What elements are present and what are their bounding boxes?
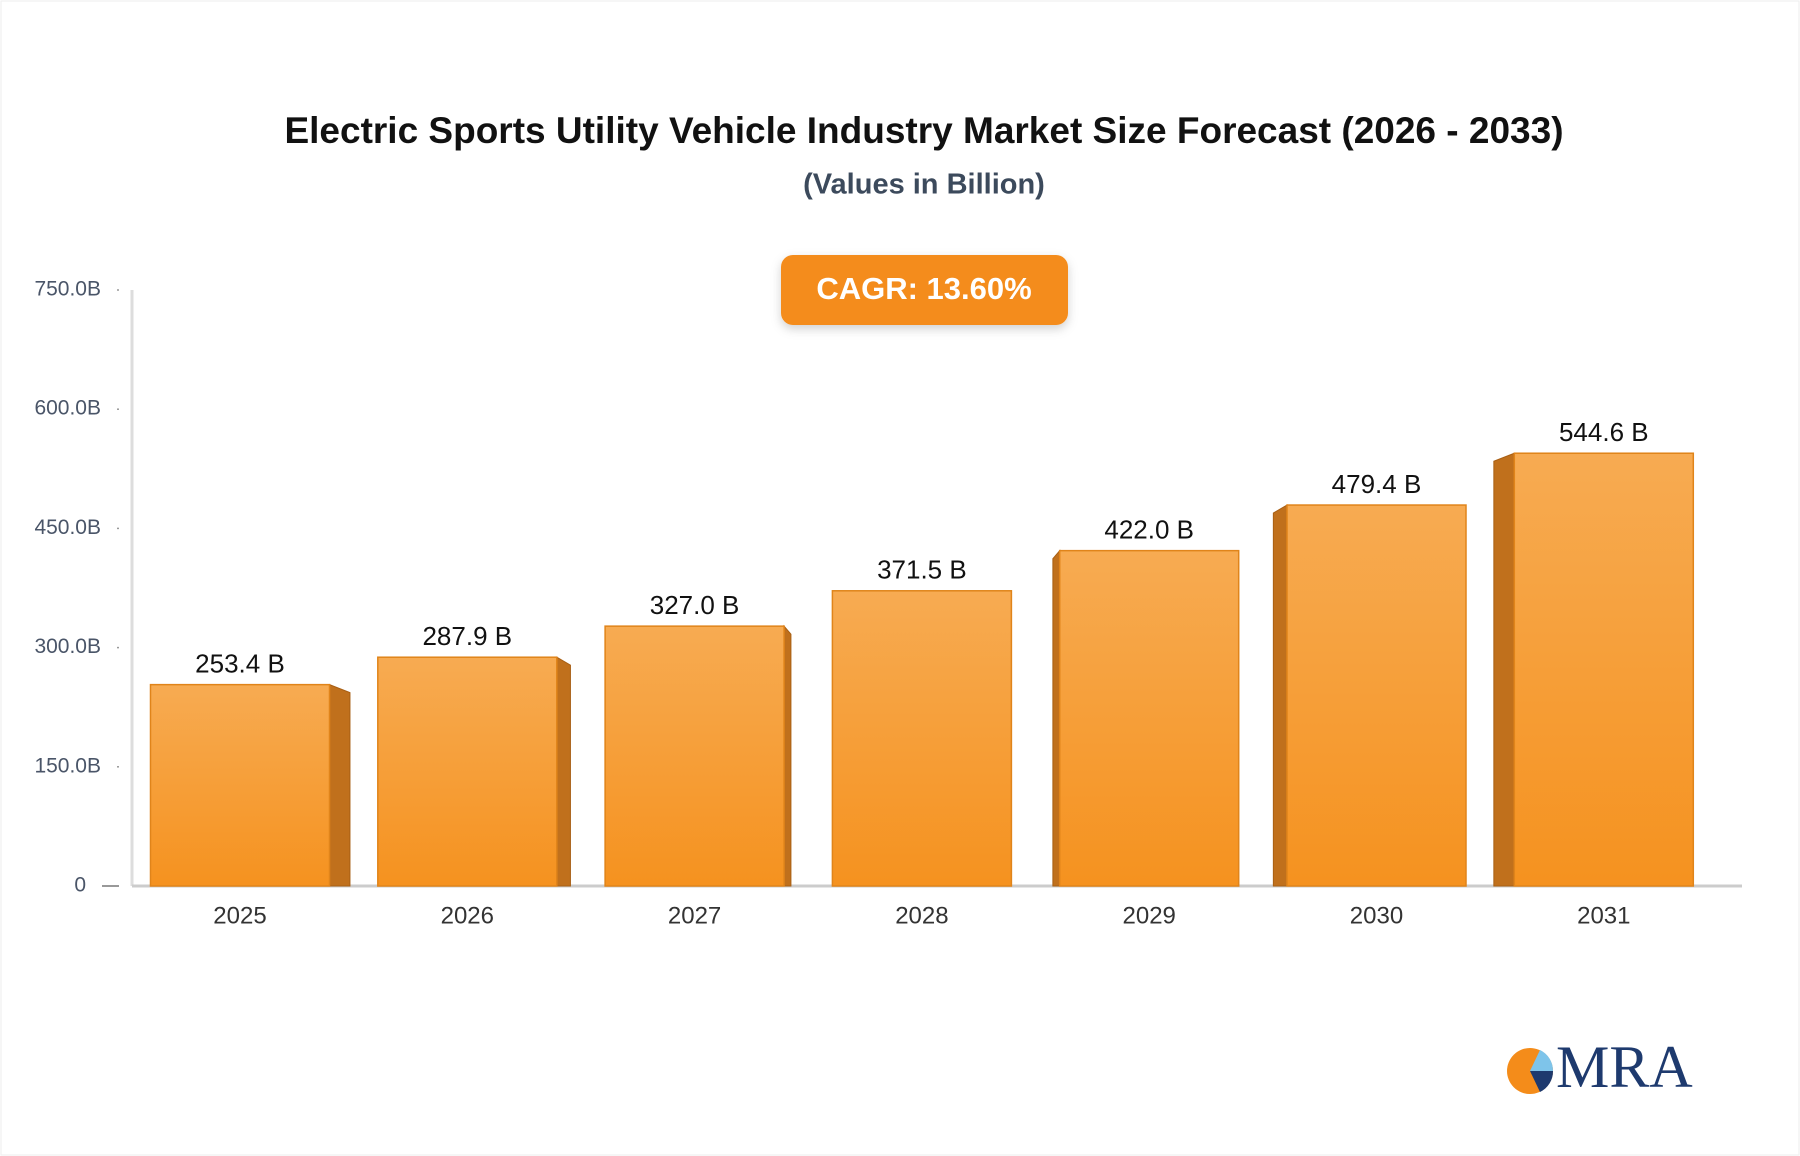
x-tick-label: 2028 (895, 902, 948, 929)
bar (831, 590, 1013, 887)
value-label: 371.5 B (877, 555, 967, 585)
bar (1286, 504, 1467, 887)
bar-side (1052, 549, 1061, 887)
x-tick-label: 2026 (441, 902, 494, 929)
x-tick-label: 2027 (668, 902, 721, 929)
cagr-badge (781, 255, 1068, 325)
y-tick-label: 750.0B (34, 278, 101, 301)
bar-side (556, 656, 571, 887)
y-tick-label: 150.0B (34, 754, 101, 777)
value-label: 544.6 B (1559, 417, 1649, 447)
y-tick-label: 450.0B (34, 516, 101, 539)
value-label: 287.9 B (422, 621, 512, 651)
bar (1058, 549, 1240, 887)
chart-subtitle: (Values in Billion) (803, 169, 1045, 201)
logo-text: MRA (1556, 1034, 1693, 1100)
value-label: 479.4 B (1332, 469, 1422, 499)
bar-side (783, 624, 792, 887)
y-tick-label: 300.0B (34, 635, 101, 658)
y-tick-label: 0 (74, 874, 86, 897)
x-tick-label: 2029 (1123, 902, 1176, 929)
x-tick-label: 2030 (1350, 902, 1403, 929)
value-label: 422.0 B (1104, 515, 1194, 545)
value-label: 327.0 B (650, 590, 740, 620)
bar-side (329, 683, 351, 887)
chart-title: Electric Sports Utility Vehicle Industry… (284, 110, 1563, 151)
x-tick-label: 2025 (213, 902, 266, 929)
y-tick-label: 600.0B (34, 397, 101, 420)
logo-icon-slice (1530, 1050, 1554, 1071)
cagr-label: CAGR: 13.60% (816, 271, 1031, 306)
bar (377, 656, 558, 887)
bar-side (1493, 452, 1515, 887)
bar-side (1272, 504, 1288, 887)
logo: MRA (1507, 1034, 1693, 1100)
bar (604, 625, 785, 887)
bar (149, 683, 331, 887)
value-label: 253.4 B (195, 649, 285, 679)
x-tick-label: 2031 (1577, 902, 1630, 929)
logo-icon-slice (1530, 1071, 1554, 1092)
bar (1513, 452, 1695, 887)
